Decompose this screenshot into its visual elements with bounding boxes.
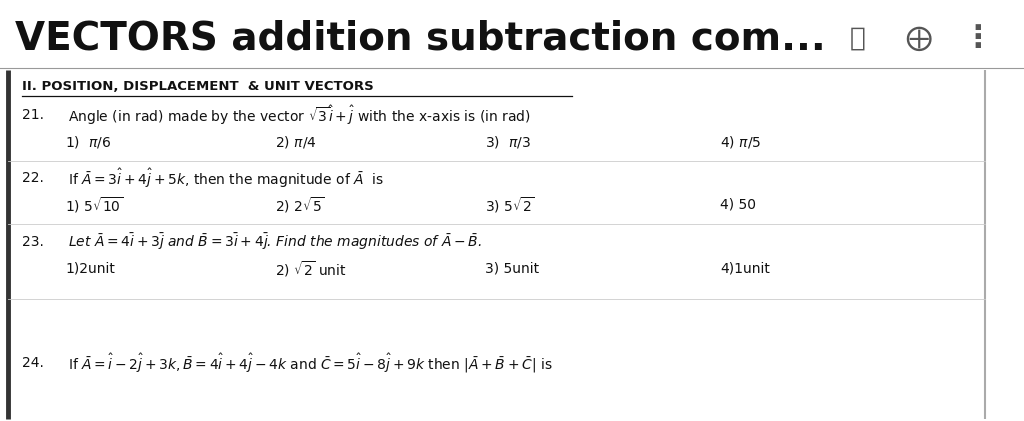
Text: ⨁: ⨁ [905, 26, 932, 52]
Text: 4)1unit: 4)1unit [720, 262, 770, 276]
Text: Let $\bar{A}=4\bar{i}+3\bar{j}$ and $\bar{B}=3\bar{i}+4\bar{j}$. Find the magnit: Let $\bar{A}=4\bar{i}+3\bar{j}$ and $\ba… [68, 232, 482, 253]
Text: 3)  $\pi$/3: 3) $\pi$/3 [485, 134, 530, 150]
Text: 1) $5\sqrt{10}$: 1) $5\sqrt{10}$ [65, 195, 124, 215]
Text: 1)2unit: 1)2unit [65, 262, 115, 276]
Text: 3) 5unit: 3) 5unit [485, 262, 539, 276]
Text: 1)  $\pi$/6: 1) $\pi$/6 [65, 134, 111, 150]
Text: 4) $\pi$/5: 4) $\pi$/5 [720, 134, 761, 150]
Text: VECTORS addition subtraction com...: VECTORS addition subtraction com... [15, 20, 825, 58]
Text: 2) $\pi$/4: 2) $\pi$/4 [275, 134, 316, 150]
Text: 21.: 21. [22, 108, 44, 122]
Text: Angle (in rad) made by the vector $\sqrt{3}\hat{i}+\hat{j}$ with the x-axis is (: Angle (in rad) made by the vector $\sqrt… [68, 104, 530, 127]
Text: ⋮: ⋮ [962, 24, 992, 53]
Text: 22.: 22. [22, 171, 44, 185]
Text: ⧄: ⧄ [850, 26, 866, 52]
Text: II. POSITION, DISPLACEMENT  & UNIT VECTORS: II. POSITION, DISPLACEMENT & UNIT VECTOR… [22, 80, 374, 93]
Text: 3) $5\sqrt{2}$: 3) $5\sqrt{2}$ [485, 195, 535, 215]
Text: 23.: 23. [22, 235, 44, 249]
Text: 2) $2\sqrt{5}$: 2) $2\sqrt{5}$ [275, 195, 325, 215]
Text: If $\bar{A}=3\hat{i}+4\hat{j}+5k$, then the magnitude of $\bar{A}$  is: If $\bar{A}=3\hat{i}+4\hat{j}+5k$, then … [68, 166, 384, 189]
Text: 4) 50: 4) 50 [720, 198, 756, 212]
Text: If $\bar{A}=\hat{i}-2\hat{j}+3k,\bar{B}=4\hat{i}+4\hat{j}-4k$ and $\bar{C}=5\hat: If $\bar{A}=\hat{i}-2\hat{j}+3k,\bar{B}=… [68, 352, 553, 375]
Text: 24.: 24. [22, 356, 44, 370]
Text: 2) $\sqrt{2}$ unit: 2) $\sqrt{2}$ unit [275, 259, 347, 279]
